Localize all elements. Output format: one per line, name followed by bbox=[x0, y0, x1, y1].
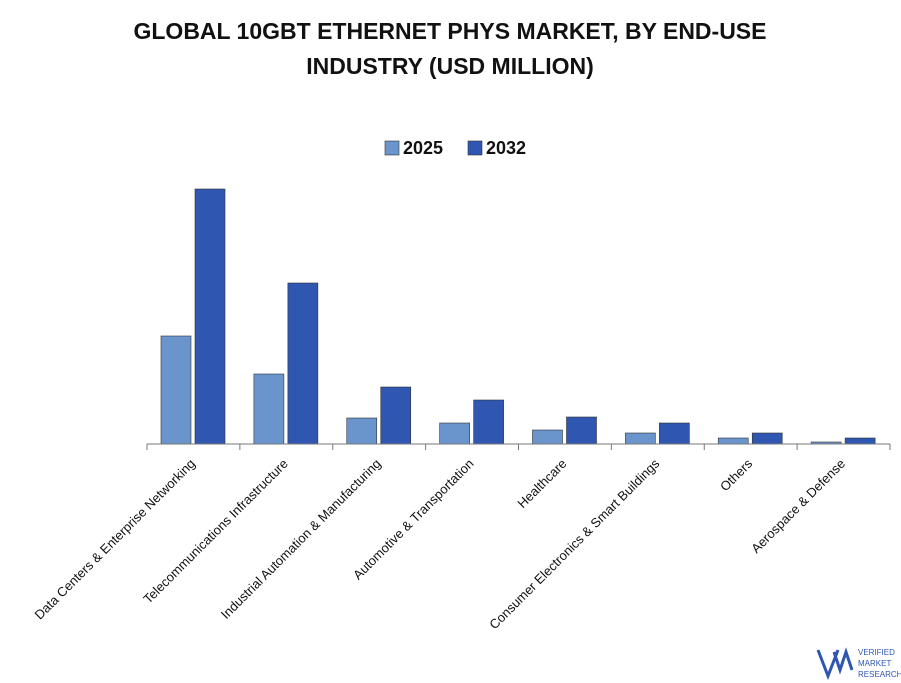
logo-text: MARKET bbox=[858, 659, 891, 668]
bar bbox=[625, 432, 656, 445]
bar bbox=[659, 422, 690, 445]
bar bbox=[287, 282, 319, 445]
x-tick-label: Industrial Automation & Manufacturing bbox=[218, 456, 384, 622]
chart-title: GLOBAL 10GBT ETHERNET PHYS MARKET, BY EN… bbox=[133, 18, 767, 79]
x-tick-label: Consumer Electronics & Smart Buildings bbox=[486, 456, 662, 632]
bar bbox=[194, 188, 226, 445]
bar bbox=[844, 437, 876, 445]
x-tick-label: Healthcare bbox=[514, 456, 569, 511]
logo-text: RESEARCH bbox=[858, 670, 901, 679]
legend-swatch bbox=[467, 140, 483, 156]
x-tick-label: Telecommunications Infrastructure bbox=[140, 456, 291, 607]
bar bbox=[439, 422, 470, 445]
bar bbox=[380, 386, 412, 445]
bar bbox=[532, 429, 563, 445]
legend-label: 2025 bbox=[403, 138, 443, 158]
bar bbox=[717, 437, 749, 445]
bar bbox=[473, 399, 504, 445]
bar bbox=[346, 417, 378, 445]
logo: VERIFIED MARKET RESEARCH bbox=[816, 647, 901, 681]
bar bbox=[566, 416, 597, 445]
legend-label: 2032 bbox=[486, 138, 526, 158]
legend-swatch bbox=[384, 140, 400, 156]
bar bbox=[751, 432, 783, 445]
x-tick-label: Others bbox=[717, 456, 756, 495]
logo-mark bbox=[816, 647, 854, 681]
bar bbox=[160, 335, 192, 445]
logo-text: VERIFIED bbox=[858, 648, 895, 657]
x-tick-label: Aerospace & Defense bbox=[748, 456, 848, 556]
x-tick-label: Data Centers & Enterprise Networking bbox=[32, 456, 198, 622]
bar bbox=[253, 373, 285, 445]
